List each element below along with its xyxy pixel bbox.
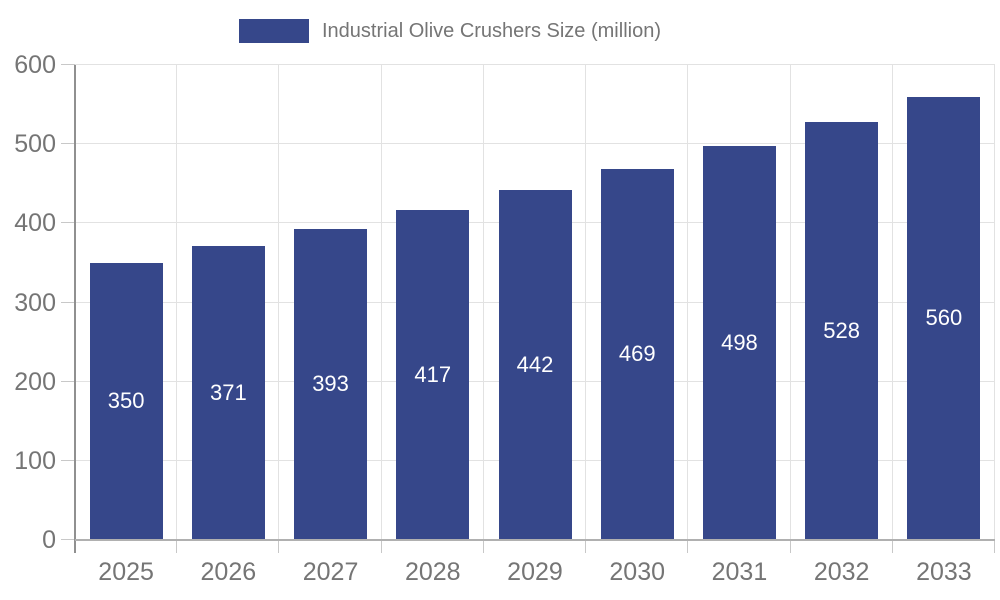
- x-tick-mark: [380, 540, 382, 553]
- x-axis-label: 2029: [507, 558, 563, 586]
- gridline-h: [75, 64, 995, 65]
- x-tick-mark: [482, 540, 484, 553]
- bar-2030: 469: [600, 168, 674, 540]
- legend-label: Industrial Olive Crushers Size (million): [322, 19, 661, 42]
- y-tick-mark: [61, 64, 75, 65]
- y-axis-label: 600: [14, 51, 56, 79]
- bar-value-label: 350: [107, 388, 145, 414]
- bar-value-label: 393: [312, 371, 349, 397]
- gridline-v: [994, 65, 995, 540]
- bar-value-label: 560: [925, 305, 963, 331]
- gridline-v: [687, 65, 689, 540]
- x-axis-label: 2028: [404, 558, 461, 586]
- x-axis-label: 2027: [302, 558, 359, 586]
- y-axis-label: 500: [14, 130, 56, 159]
- x-axis-label: 2025: [98, 558, 154, 586]
- gridline-v: [891, 65, 893, 540]
- gridline-v: [176, 65, 178, 540]
- x-tick-mark: [789, 540, 791, 553]
- y-axis-label: 0: [42, 526, 56, 554]
- x-tick-mark: [994, 540, 995, 553]
- bar-value-label: 528: [823, 318, 861, 343]
- x-tick-mark: [585, 540, 587, 553]
- y-axis-line: [74, 65, 76, 553]
- bar-2027: 393: [294, 228, 368, 540]
- x-axis-label: 2026: [200, 558, 257, 586]
- legend-swatch: [239, 19, 309, 43]
- x-axis-line: [75, 539, 995, 541]
- y-tick-mark: [61, 539, 75, 540]
- x-tick-mark: [176, 540, 178, 553]
- x-axis-label: 2031: [711, 558, 768, 586]
- plot-area: 350 371 393 417 442 469 498 528 560: [75, 64, 995, 540]
- y-tick-mark: [61, 380, 75, 382]
- legend-item[interactable]: Industrial Olive Crushers Size (million): [239, 19, 661, 43]
- x-tick-mark: [687, 540, 689, 553]
- bar-value-label: 442: [516, 352, 554, 378]
- bar-2031: 498: [702, 145, 776, 540]
- y-axis-label: 200: [14, 367, 56, 396]
- x-tick-mark: [278, 540, 280, 553]
- bar-2029: 442: [498, 190, 572, 540]
- bar-value-label: 498: [721, 329, 758, 355]
- bar-2033: 560: [907, 96, 981, 540]
- gridline-v: [789, 65, 791, 540]
- y-tick-mark: [61, 301, 75, 303]
- x-axis-label: 2030: [609, 558, 666, 586]
- gridline-v: [585, 65, 587, 540]
- bar-2028: 417: [396, 209, 470, 540]
- bar-value-label: 371: [209, 380, 247, 406]
- gridline-v: [380, 65, 382, 540]
- bar-2025: 350: [89, 262, 163, 540]
- y-axis-label: 100: [14, 446, 56, 475]
- gridline-v: [278, 65, 280, 540]
- y-tick-mark: [61, 222, 75, 224]
- bar-2032: 528: [805, 122, 879, 540]
- bar-value-label: 417: [414, 361, 452, 387]
- x-tick-mark: [891, 540, 893, 553]
- gridline-v: [482, 65, 484, 540]
- y-axis-label: 400: [14, 209, 56, 238]
- y-axis-label: 300: [14, 288, 56, 317]
- bar-2026: 371: [191, 246, 265, 540]
- gridline-h: [75, 143, 995, 145]
- y-tick-mark: [61, 459, 75, 461]
- x-axis-label: 2032: [813, 558, 870, 586]
- bar-value-label: 469: [618, 341, 656, 367]
- x-axis-label: 2033: [916, 558, 972, 586]
- y-tick-mark: [61, 143, 75, 145]
